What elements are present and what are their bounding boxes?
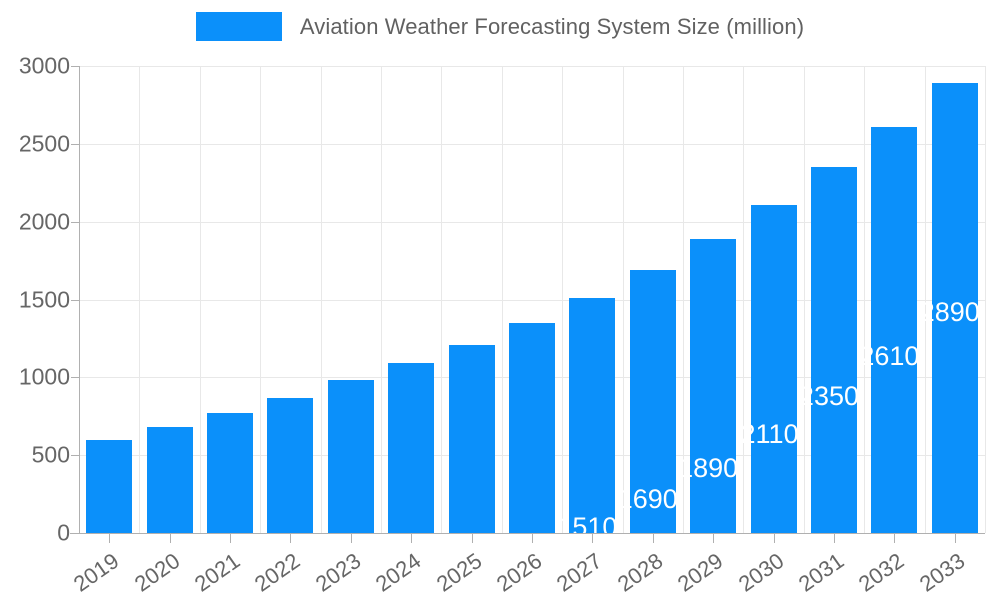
gridline-vertical <box>139 66 140 533</box>
bar[interactable] <box>931 83 978 533</box>
x-axis-tick-label: 2032 <box>854 548 909 597</box>
y-axis-tick-mark <box>71 66 79 67</box>
bar[interactable] <box>267 397 314 533</box>
gridline-horizontal <box>79 143 985 145</box>
y-axis-tick-mark <box>71 299 79 301</box>
bar-value-label: 1090 <box>376 577 437 600</box>
bar[interactable] <box>207 413 253 533</box>
bar[interactable] <box>629 269 676 533</box>
x-axis-tick-label: 2019 <box>69 548 124 597</box>
legend-color-swatch <box>195 12 282 41</box>
gridline-vertical <box>321 66 322 533</box>
gridline-vertical <box>502 66 503 533</box>
x-axis-tick-mark <box>713 534 714 543</box>
gridline-vertical <box>743 66 744 533</box>
x-axis-tick-mark <box>774 534 775 543</box>
y-axis-tick-label: 2500 <box>18 130 70 157</box>
bar[interactable] <box>327 380 374 533</box>
y-axis-tick-label: 1500 <box>18 286 70 312</box>
x-axis-tick-mark <box>290 534 291 543</box>
bar-value-label: 2350 <box>798 381 859 412</box>
y-axis-line <box>79 66 80 533</box>
gridline-vertical <box>200 66 201 533</box>
x-axis-tick-mark <box>653 534 654 543</box>
gridline-vertical <box>804 66 805 533</box>
gridline-vertical <box>562 66 563 533</box>
bar-value-label: 1890 <box>678 452 739 483</box>
x-axis-tick-label: 2029 <box>673 548 728 597</box>
x-axis-tick-mark <box>170 534 171 543</box>
gridline-horizontal <box>79 299 985 301</box>
bar-value-label: 1210 <box>436 558 497 589</box>
x-axis-tick-mark <box>411 534 412 543</box>
gridline-vertical <box>381 66 382 533</box>
y-axis-tick-mark <box>71 143 79 145</box>
bar[interactable] <box>388 363 435 533</box>
gridline-vertical <box>441 66 442 533</box>
x-axis-tick-label: 2033 <box>914 548 970 597</box>
y-axis-tick-mark <box>71 221 79 223</box>
x-axis-tick-mark <box>230 534 231 543</box>
bar-value-label: 2610 <box>859 340 920 371</box>
x-axis-tick-mark <box>955 534 956 543</box>
bar[interactable] <box>569 297 616 533</box>
x-axis-tick-mark <box>109 534 110 543</box>
bar-value-label: 1350 <box>496 536 557 567</box>
x-axis-tick-mark <box>351 534 352 543</box>
gridline-vertical <box>864 66 865 533</box>
bar[interactable] <box>750 204 797 533</box>
bar-value-label: 1510 <box>557 511 618 542</box>
x-axis-tick-label: 2021 <box>189 548 245 597</box>
y-axis-tick-label: 0 <box>57 519 70 546</box>
gridline-vertical <box>623 66 624 533</box>
y-axis-tick-label: 1000 <box>18 363 70 390</box>
bar-value-label: 980 <box>268 596 376 600</box>
bar[interactable] <box>86 439 133 533</box>
bar[interactable] <box>509 322 555 533</box>
gridline-horizontal <box>79 66 985 67</box>
gridline-vertical <box>985 66 986 533</box>
chart-legend: Aviation Weather Forecasting System Size… <box>0 12 1000 41</box>
plot-area: 6006807708709801090121013501510169018902… <box>79 66 986 600</box>
y-axis-tick-label: 3000 <box>18 52 70 79</box>
x-axis-tick-label: 2030 <box>733 548 788 597</box>
x-axis-tick-label: 2031 <box>793 548 849 597</box>
gridline-vertical <box>683 66 684 533</box>
x-axis-tick-label: 2022 <box>250 548 305 597</box>
bar[interactable] <box>690 238 737 533</box>
y-axis-tick-label: 500 <box>31 441 70 468</box>
gridline-vertical <box>925 66 926 533</box>
y-axis-tick-label: 2000 <box>18 208 70 235</box>
bar[interactable] <box>146 427 193 533</box>
x-axis-tick-mark <box>834 534 835 543</box>
bar-value-label: 1690 <box>617 483 678 514</box>
x-axis-tick-mark <box>894 534 895 543</box>
gridline-horizontal <box>79 221 985 223</box>
legend-label: Aviation Weather Forecasting System Size… <box>299 13 805 39</box>
bar[interactable] <box>448 344 495 533</box>
bar-value-label: 2890 <box>919 297 980 328</box>
x-axis-tick-label: 2020 <box>129 548 184 597</box>
y-axis-tick-mark <box>71 377 79 379</box>
gridline-vertical <box>260 66 261 533</box>
bar-value-label: 2110 <box>740 418 799 449</box>
x-axis-tick-label: 2028 <box>612 548 668 597</box>
x-axis-line <box>70 533 985 534</box>
bar[interactable] <box>871 126 918 533</box>
bar[interactable] <box>811 167 857 533</box>
y-axis-tick-mark <box>71 455 79 457</box>
